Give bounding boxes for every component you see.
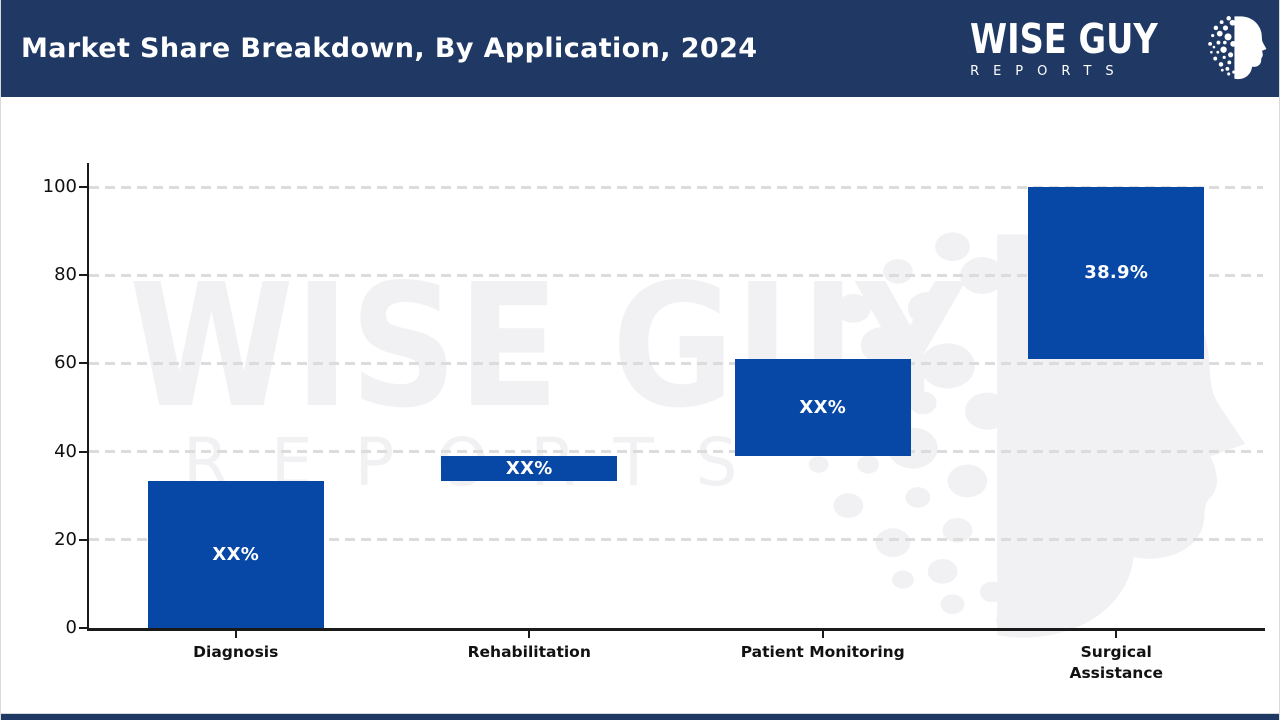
- gridline-60: [89, 361, 1263, 365]
- chart-title: Market Share Breakdown, By Application, …: [21, 33, 758, 64]
- x-tick-mark: [528, 631, 531, 638]
- logo-wordmark: WISE GUY: [970, 14, 1158, 63]
- y-tick-label: 0: [65, 617, 77, 638]
- x-category-label: Rehabilitation: [467, 643, 591, 661]
- bar-value-label: 38.9%: [1084, 262, 1149, 284]
- y-tick-mark: [79, 274, 88, 277]
- x-category-label: Diagnosis: [193, 643, 279, 661]
- y-tick-label: 80: [54, 264, 77, 286]
- x-category-label: Surgical Assistance: [1069, 643, 1164, 682]
- bar-surgical-assistance: 38.9%: [1028, 187, 1205, 359]
- logo-face-icon: [1208, 15, 1267, 79]
- x-category-label: Patient Monitoring: [740, 643, 905, 661]
- y-tick-mark: [79, 538, 88, 541]
- brand-logo: WISE GUY REPORTS: [970, 0, 1269, 97]
- header-bar: Market Share Breakdown, By Application, …: [1, 0, 1279, 97]
- axis-spine-left: [87, 163, 89, 630]
- bar-patient-monitoring: XX%: [734, 358, 911, 457]
- gridline-80: [89, 273, 1263, 277]
- bar-value-label: XX%: [505, 458, 553, 480]
- gridline-100: [89, 185, 1263, 189]
- y-tick-label: 40: [54, 440, 77, 462]
- y-tick-mark: [79, 627, 88, 629]
- brand-logo-text: WISE GUY REPORTS: [970, 14, 1199, 79]
- gridline-40: [89, 450, 1263, 454]
- footer-accent-bar: [1, 714, 1279, 720]
- bar-value-label: XX%: [212, 544, 260, 566]
- y-tick-mark: [79, 450, 88, 453]
- footer-divider: [1, 713, 1279, 714]
- x-tick-mark: [1115, 631, 1118, 638]
- bar-diagnosis: XX%: [147, 481, 324, 628]
- gridline-20: [89, 538, 1263, 542]
- y-tick-label: 20: [54, 528, 77, 550]
- y-tick-mark: [79, 362, 88, 365]
- bar-rehabilitation: XX%: [441, 456, 618, 482]
- axis-spine-bottom: [87, 628, 1265, 631]
- bar-value-label: XX%: [799, 396, 847, 418]
- x-tick-mark: [234, 631, 237, 638]
- x-tick-mark: [821, 631, 824, 638]
- logo-subtext: REPORTS: [970, 63, 1128, 79]
- y-tick-mark: [79, 186, 88, 188]
- y-tick-label: 100: [42, 176, 77, 197]
- y-tick-label: 60: [54, 352, 77, 374]
